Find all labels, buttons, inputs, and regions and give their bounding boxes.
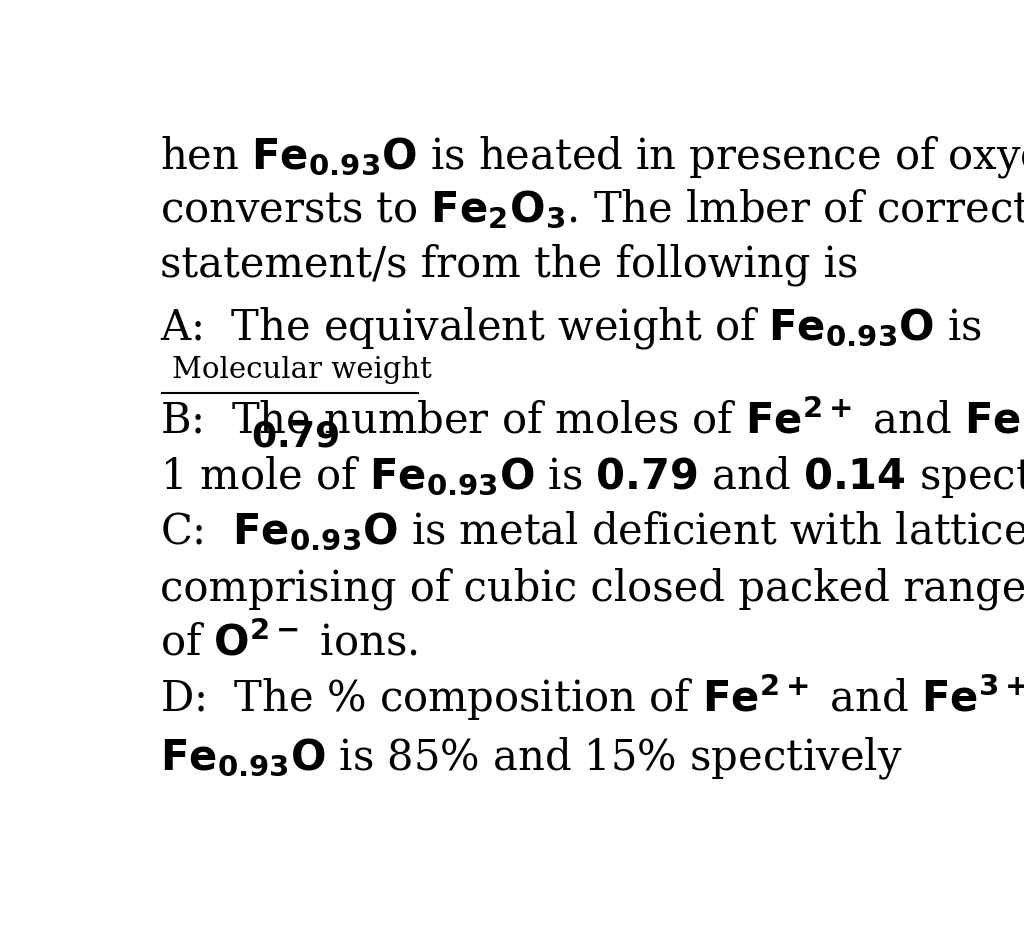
Text: $\mathbf{Fe_{0.93}O}$ is 85% and 15% spectively: $\mathbf{Fe_{0.93}O}$ is 85% and 15% spe… [160,735,902,781]
Text: A:  The equivalent weight of $\mathbf{Fe_{0.93}O}$ is: A: The equivalent weight of $\mathbf{Fe_… [160,305,981,351]
Text: Molecular weight: Molecular weight [172,356,431,384]
Text: B:  The number of moles of $\mathbf{Fe^{2+}}$ and $\mathbf{Fe^{3+}}$ in: B: The number of moles of $\mathbf{Fe^{2… [160,400,1024,443]
Text: $\mathbf{0.79}$: $\mathbf{0.79}$ [251,420,340,453]
Text: of $\mathbf{O^{2-}}$ ions.: of $\mathbf{O^{2-}}$ ions. [160,622,418,664]
Text: comprising of cubic closed packed rangement: comprising of cubic closed packed rangem… [160,567,1024,610]
Text: 1 mole of $\mathbf{Fe_{0.93}O}$ is $\mathbf{0.79}$ and $\mathbf{0.14}$ spectivel: 1 mole of $\mathbf{Fe_{0.93}O}$ is $\mat… [160,453,1024,500]
Text: D:  The % composition of $\mathbf{Fe^{2+}}$ and $\mathbf{Fe^{3+}}$ in: D: The % composition of $\mathbf{Fe^{2+}… [160,672,1024,723]
Text: C:  $\mathbf{Fe_{0.93}O}$ is metal deficient with lattice: C: $\mathbf{Fe_{0.93}O}$ is metal defici… [160,510,1024,553]
Text: statement/s from the following is: statement/s from the following is [160,244,858,286]
Text: conversts to $\mathbf{Fe_2O_3}$. The lmber of correct: conversts to $\mathbf{Fe_2O_3}$. The lmb… [160,187,1024,231]
Text: hen $\mathbf{Fe_{0.93}O}$ is heated in presence of oxygen, it: hen $\mathbf{Fe_{0.93}O}$ is heated in p… [160,133,1024,180]
